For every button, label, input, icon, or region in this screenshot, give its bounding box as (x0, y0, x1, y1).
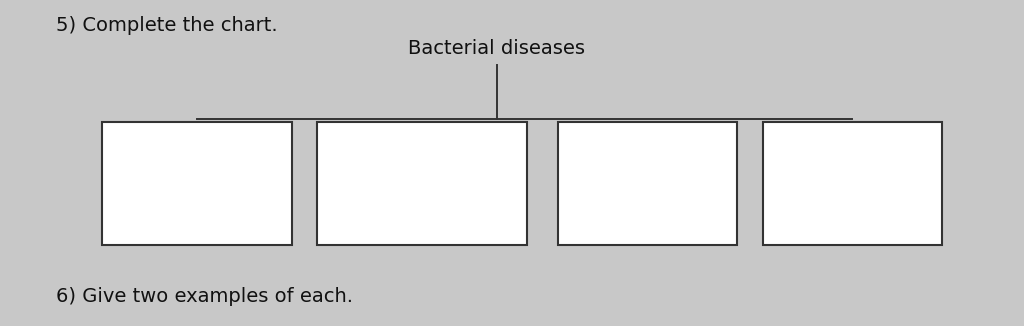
Bar (317, 122, 527, 244)
Bar (763, 122, 942, 244)
Bar (558, 122, 737, 244)
Text: 6) Give two examples of each.: 6) Give two examples of each. (56, 287, 353, 306)
Text: 5) Complete the chart.: 5) Complete the chart. (56, 16, 278, 35)
Bar (102, 122, 292, 244)
Text: Bacterial diseases: Bacterial diseases (409, 39, 585, 58)
